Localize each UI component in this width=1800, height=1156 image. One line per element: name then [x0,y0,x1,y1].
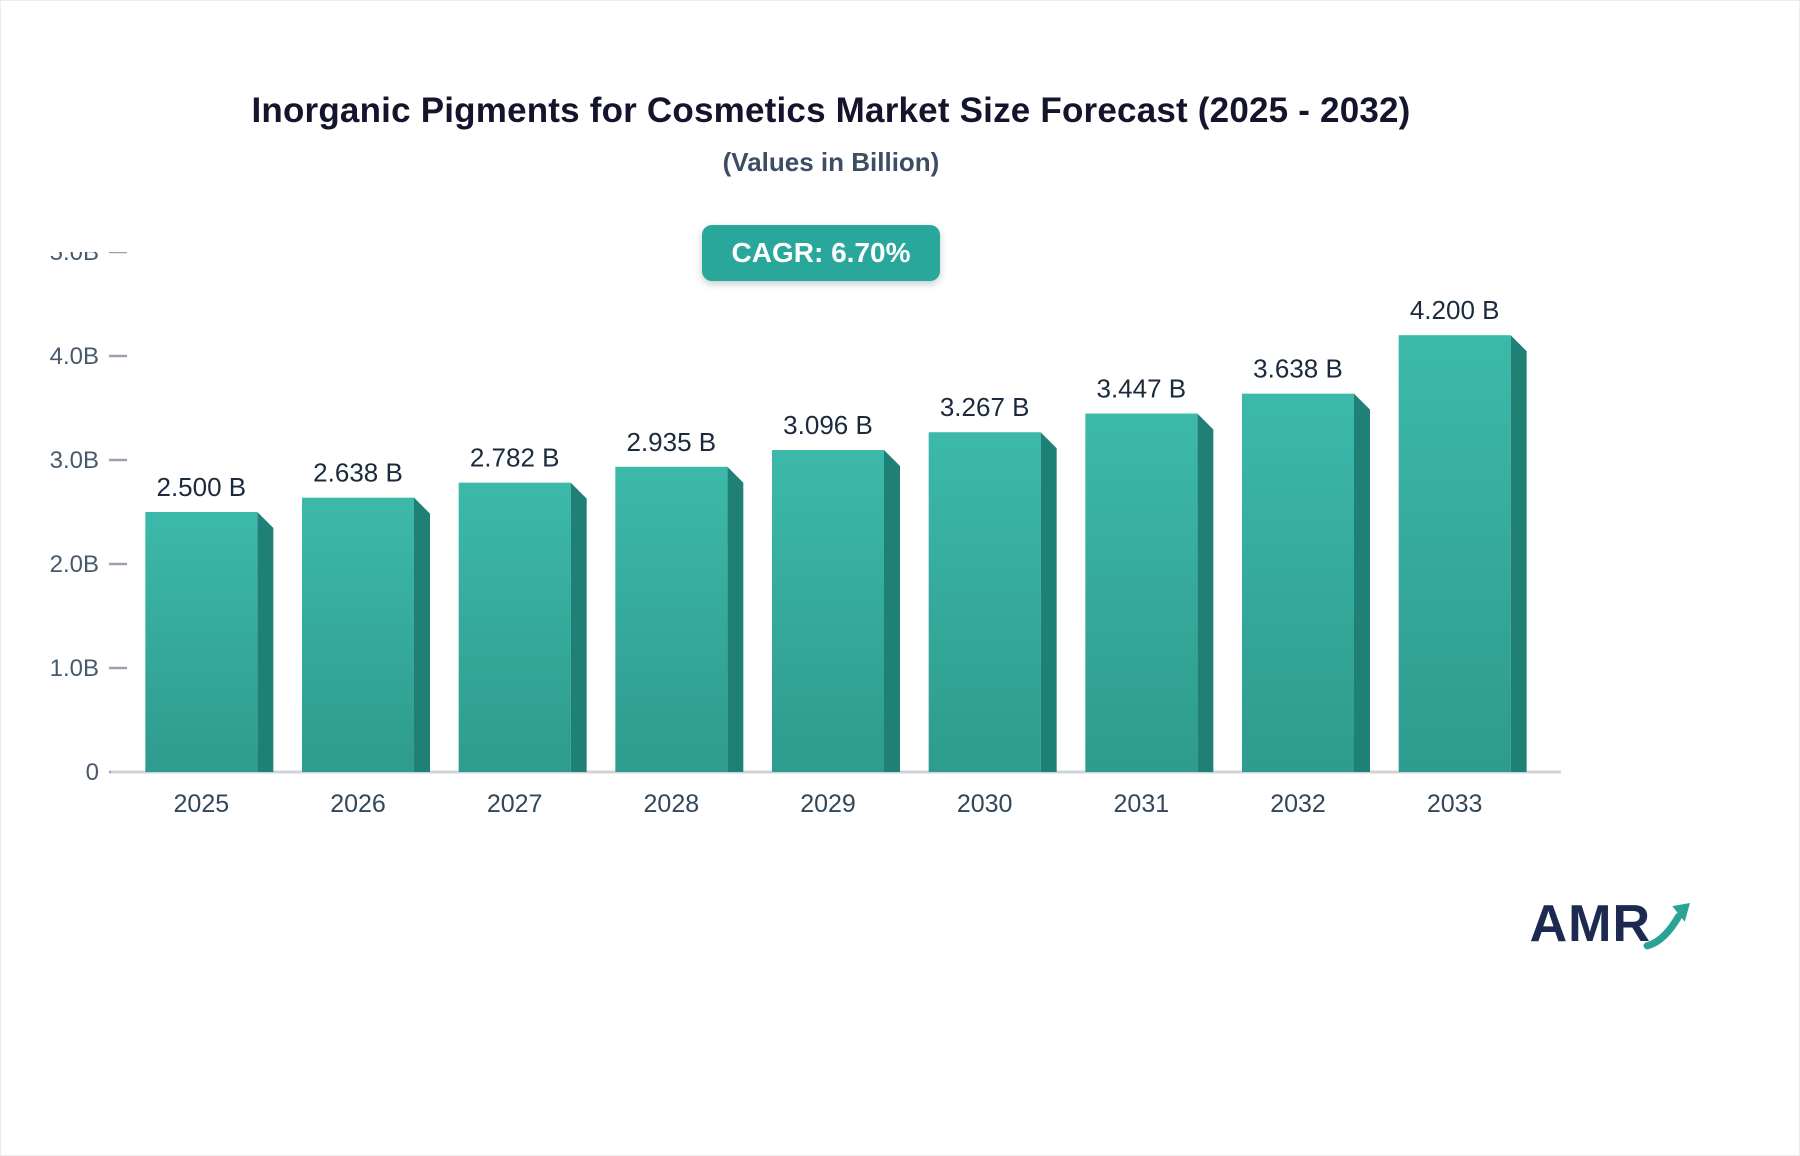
growth-arrow-icon [1643,903,1690,950]
x-tick-label-2027: 2027 [487,790,543,817]
bar-2026[interactable]: 2.638 B [302,458,430,772]
bar-front-face [1085,413,1198,772]
bar-2028[interactable]: 2.935 B [615,427,744,772]
value-label-2032: 3.638 B [1253,354,1343,384]
x-tick-label-2026: 2026 [330,790,386,817]
value-label-2030: 3.267 B [940,392,1030,422]
y-tick-label-0: 0 [86,759,99,786]
x-tick-label-2032: 2032 [1270,790,1326,817]
bar-2029[interactable]: 3.096 B [772,410,900,772]
chart-subtitle: (Values in Billion) [722,147,940,177]
cagr-badge: CAGR: 6.70% [701,225,941,281]
x-tick-label-2025: 2025 [174,790,230,817]
bar-side-face [414,497,430,772]
bar-2025[interactable]: 2.500 B [145,472,274,772]
bar-front-face [1398,335,1511,772]
bar-front-face [302,497,414,772]
bar-front-face [145,512,258,772]
bar-side-face [727,466,744,772]
x-tick-label-2031: 2031 [1114,790,1170,817]
y-tick-label-3.0B: 3.0B [50,447,99,474]
value-label-2028: 2.935 B [627,427,717,457]
value-label-2029: 3.096 B [783,410,873,440]
bar-side-face [1197,413,1214,772]
amr-logo: AMR [1530,894,1691,954]
amr-logo-text: AMR [1529,895,1651,953]
bar-side-face [1354,393,1370,772]
bar-2032[interactable]: 3.638 B [1242,354,1370,772]
bar-2031[interactable]: 3.447 B [1085,374,1214,772]
y-tick-label-2.0B: 2.0B [50,551,99,578]
x-tick-label-2033: 2033 [1427,790,1483,817]
bar-front-face [928,432,1041,772]
bar-front-face [1242,393,1354,772]
bar-front-face [458,482,571,772]
bar-2030[interactable]: 3.267 B [928,392,1057,772]
x-tick-label-2030: 2030 [957,790,1013,817]
bar-side-face [1510,335,1527,772]
bar-front-face [615,466,728,772]
y-tick-label-4.0B: 4.0B [50,343,99,370]
value-label-2031: 3.447 B [1097,374,1187,404]
value-label-2033: 4.200 B [1410,295,1500,325]
y-tick-label-1.0B: 1.0B [50,655,99,682]
chart-header: Inorganic Pigments for Cosmetics Market … [21,1,1641,178]
bar-side-face [1040,432,1057,772]
bar-2033[interactable]: 4.200 B [1398,295,1527,772]
chart-title: Inorganic Pigments for Cosmetics Market … [251,91,1411,130]
x-tick-label-2028: 2028 [644,790,700,817]
value-label-2027: 2.782 B [470,443,560,473]
bar-front-face [772,450,884,772]
x-tick-label-2029: 2029 [800,790,856,817]
bar-2027[interactable]: 2.782 B [458,443,587,772]
bar-side-face [884,450,900,772]
value-label-2025: 2.500 B [157,472,247,502]
bar-side-face [257,512,274,772]
value-label-2026: 2.638 B [313,458,403,488]
bar-side-face [570,482,587,772]
cagr-badge-row: CAGR: 6.70% [21,225,1621,281]
